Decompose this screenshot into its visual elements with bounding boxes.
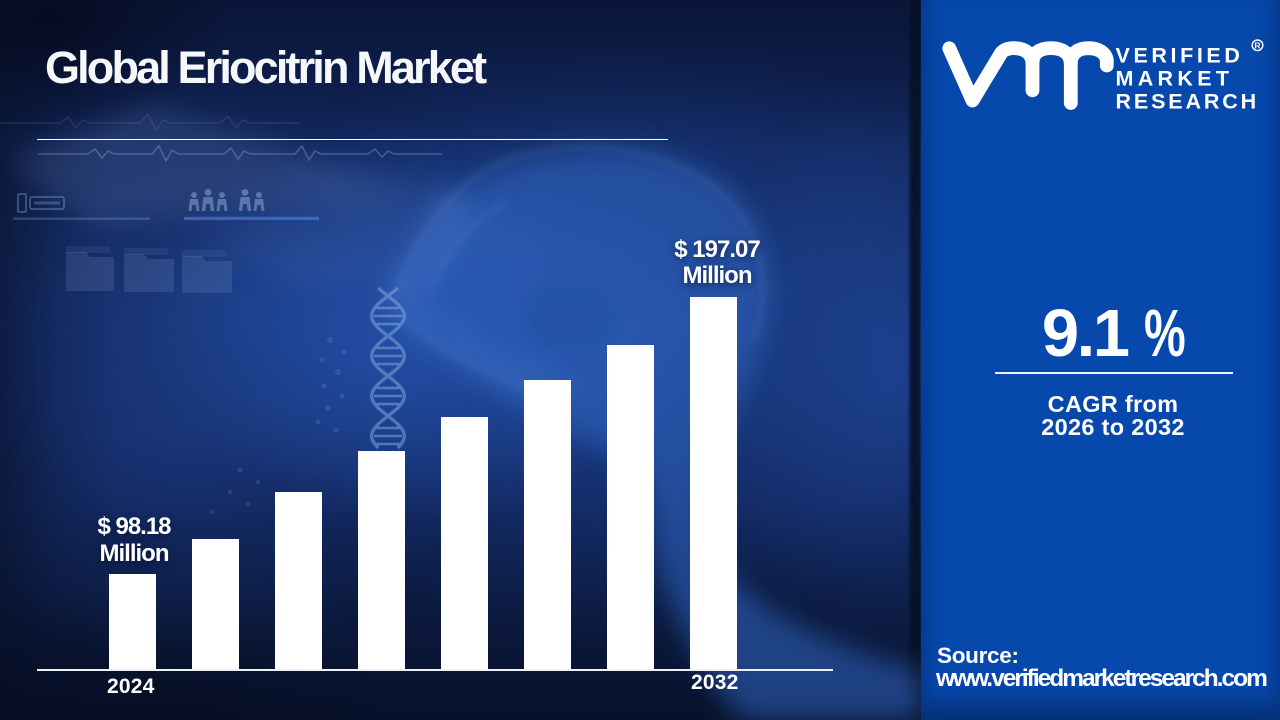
svg-text:MARKET: MARKET bbox=[1116, 66, 1234, 90]
svg-text:RESEARCH: RESEARCH bbox=[1116, 89, 1260, 113]
svg-text:VERIFIED: VERIFIED bbox=[1116, 43, 1244, 67]
svg-text:R: R bbox=[1254, 40, 1261, 50]
